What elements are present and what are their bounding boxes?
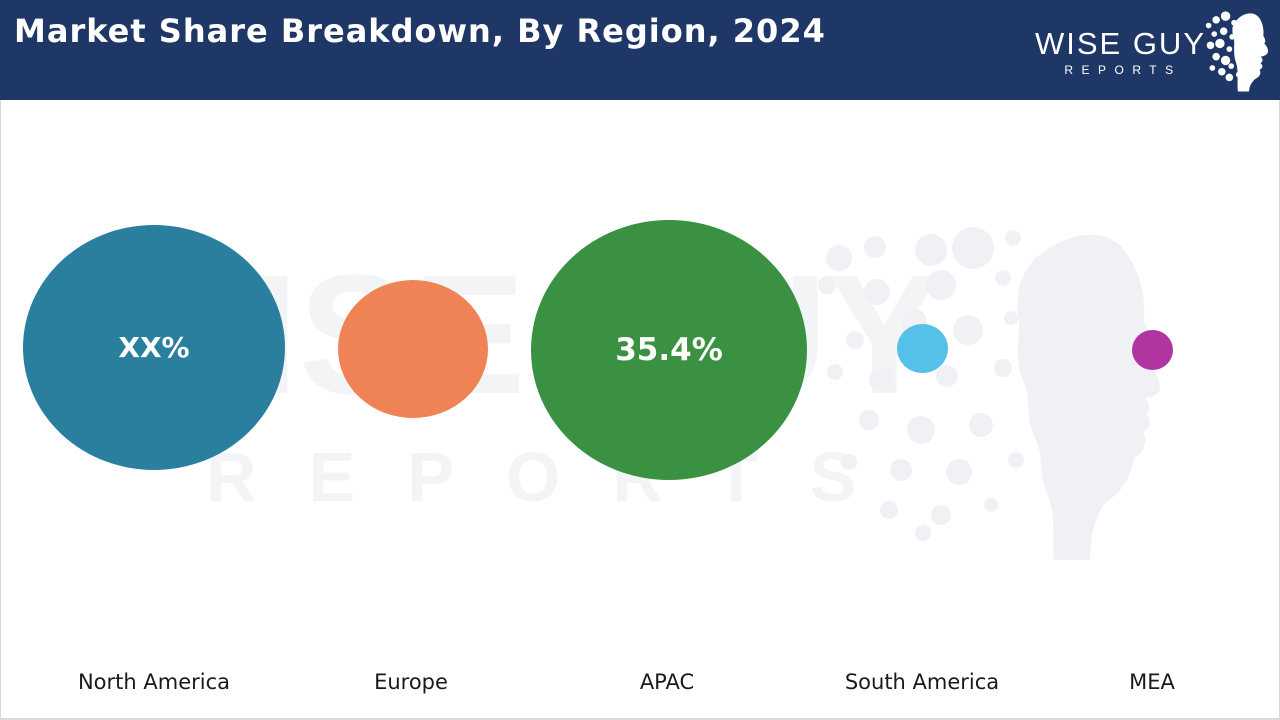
- category-label-mea: MEA: [1129, 670, 1175, 694]
- bubble-value-label-apac: 35.4%: [615, 332, 723, 368]
- bubble-south-america: [897, 324, 948, 373]
- wise-guy-logo: WISE GUY REPORTS: [1035, 8, 1268, 94]
- bubble-apac: 35.4%: [531, 220, 807, 480]
- logo-text: WISE GUY REPORTS: [1035, 26, 1206, 77]
- bubble-north-america: XX%: [23, 225, 285, 470]
- page-title: Market Share Breakdown, By Region, 2024: [14, 12, 826, 50]
- watermark-head-silhouette: [1017, 234, 1161, 560]
- category-label-apac: APAC: [639, 670, 695, 694]
- bubble-mea: [1132, 330, 1173, 370]
- bubble-europe: [338, 280, 488, 418]
- header-bar: Market Share Breakdown, By Region, 2024 …: [0, 0, 1280, 100]
- logo-head-icon: [1205, 11, 1268, 92]
- logo-brand-name: WISE GUY: [1034, 25, 1206, 61]
- bubble-chart: WISE GUY REPORTS XX% 35.4%: [0, 100, 1280, 720]
- category-label-north-america: North America: [77, 670, 231, 694]
- category-label-south-america: South America: [844, 670, 1000, 694]
- logo-tagline: REPORTS: [1064, 62, 1182, 77]
- category-label-europe: Europe: [374, 670, 448, 694]
- watermark-dots: [818, 227, 1024, 541]
- bubble-value-label-north-america: XX%: [118, 331, 190, 364]
